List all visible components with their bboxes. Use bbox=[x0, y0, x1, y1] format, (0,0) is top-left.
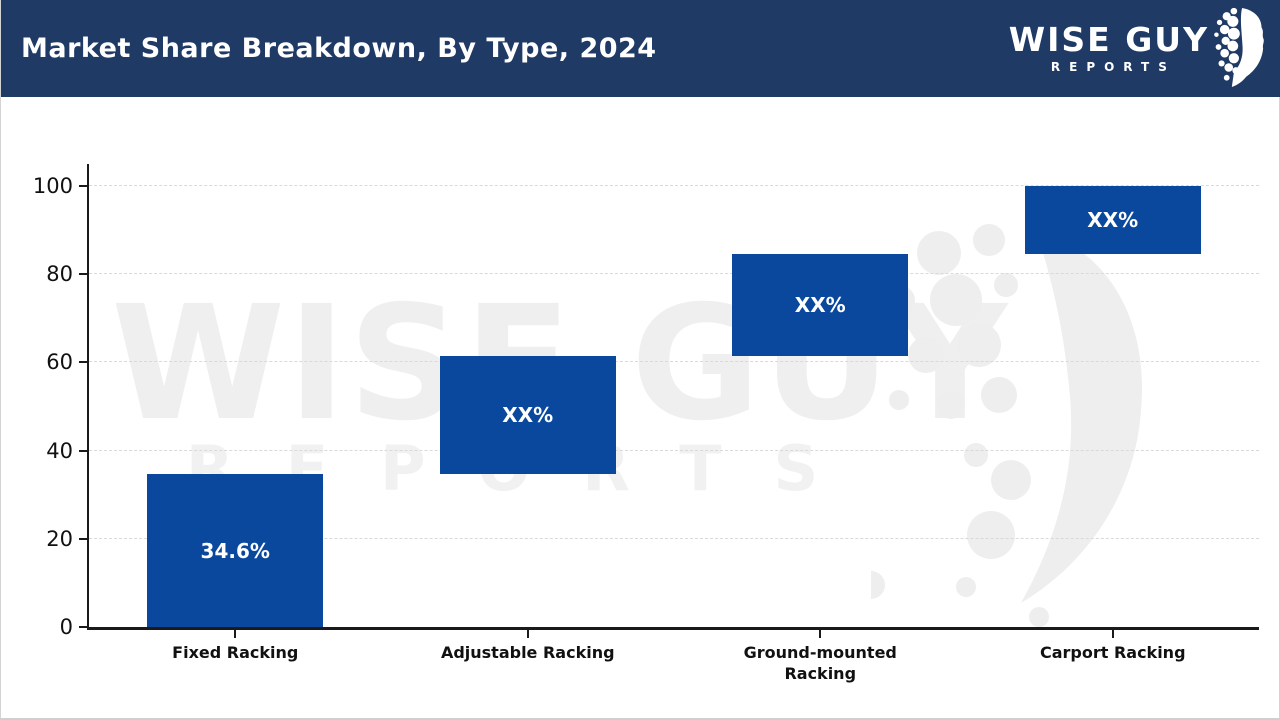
waterfall-bar: XX% bbox=[732, 253, 909, 357]
y-axis-tick bbox=[79, 449, 87, 452]
chart-plot-area: 0 20 40 60 80 100 34.6% Fixed Racking XX% Adjusta… bbox=[33, 164, 1259, 683]
page-title: Market Share Breakdown, By Type, 2024 bbox=[21, 33, 657, 64]
brand-logo: WISE GUY REPORTS bbox=[1009, 6, 1267, 92]
bar-value-label: 34.6% bbox=[200, 538, 270, 563]
x-axis-tick bbox=[819, 630, 822, 638]
x-axis-category-label: Fixed Racking bbox=[172, 643, 299, 662]
y-axis-tick-label: 100 bbox=[32, 174, 73, 198]
x-axis-category-label: Ground-mounted Racking bbox=[743, 643, 897, 683]
y-axis-tick bbox=[79, 361, 87, 364]
gridline-60 bbox=[89, 361, 1259, 363]
gridline-100 bbox=[89, 185, 1259, 186]
dotted-face-logo-icon bbox=[1211, 6, 1267, 92]
waterfall-bar: 34.6% bbox=[147, 474, 324, 627]
brand-logo-text: WISE GUY REPORTS bbox=[1008, 20, 1209, 75]
waterfall-bar: XX% bbox=[439, 356, 616, 475]
y-axis-tick bbox=[79, 537, 87, 540]
y-axis-tick-label: 80 bbox=[46, 262, 73, 287]
y-axis-tick bbox=[79, 626, 87, 628]
bar-value-label: XX% bbox=[794, 293, 846, 318]
gridline-80 bbox=[89, 273, 1259, 275]
gridline-40 bbox=[89, 449, 1259, 451]
x-axis-line bbox=[87, 627, 1259, 630]
x-axis-tick bbox=[526, 630, 529, 638]
header-bar: Market Share Breakdown, By Type, 2024 WI… bbox=[1, 0, 1280, 97]
gridline-20 bbox=[89, 537, 1259, 539]
x-axis-tick bbox=[1111, 630, 1114, 638]
x-axis-category-label: Carport Racking bbox=[1039, 643, 1186, 662]
y-axis-tick bbox=[79, 185, 87, 187]
brand-subname: REPORTS bbox=[1050, 60, 1176, 74]
y-axis-tick bbox=[79, 273, 87, 276]
bar-value-label: XX% bbox=[502, 403, 554, 428]
bar-value-label: XX% bbox=[1087, 207, 1139, 232]
x-axis-category-label: Adjustable Racking bbox=[440, 643, 615, 662]
y-axis-tick-label: 40 bbox=[46, 438, 73, 463]
y-axis-tick-label: 0 bbox=[59, 615, 73, 639]
waterfall-bar: XX% bbox=[1024, 186, 1201, 254]
x-axis-tick bbox=[234, 630, 237, 638]
brand-name: WISE GUY bbox=[1008, 20, 1209, 59]
y-axis-tick-label: 60 bbox=[46, 350, 73, 375]
y-axis-line bbox=[87, 164, 89, 629]
y-axis-tick-label: 20 bbox=[46, 526, 73, 551]
